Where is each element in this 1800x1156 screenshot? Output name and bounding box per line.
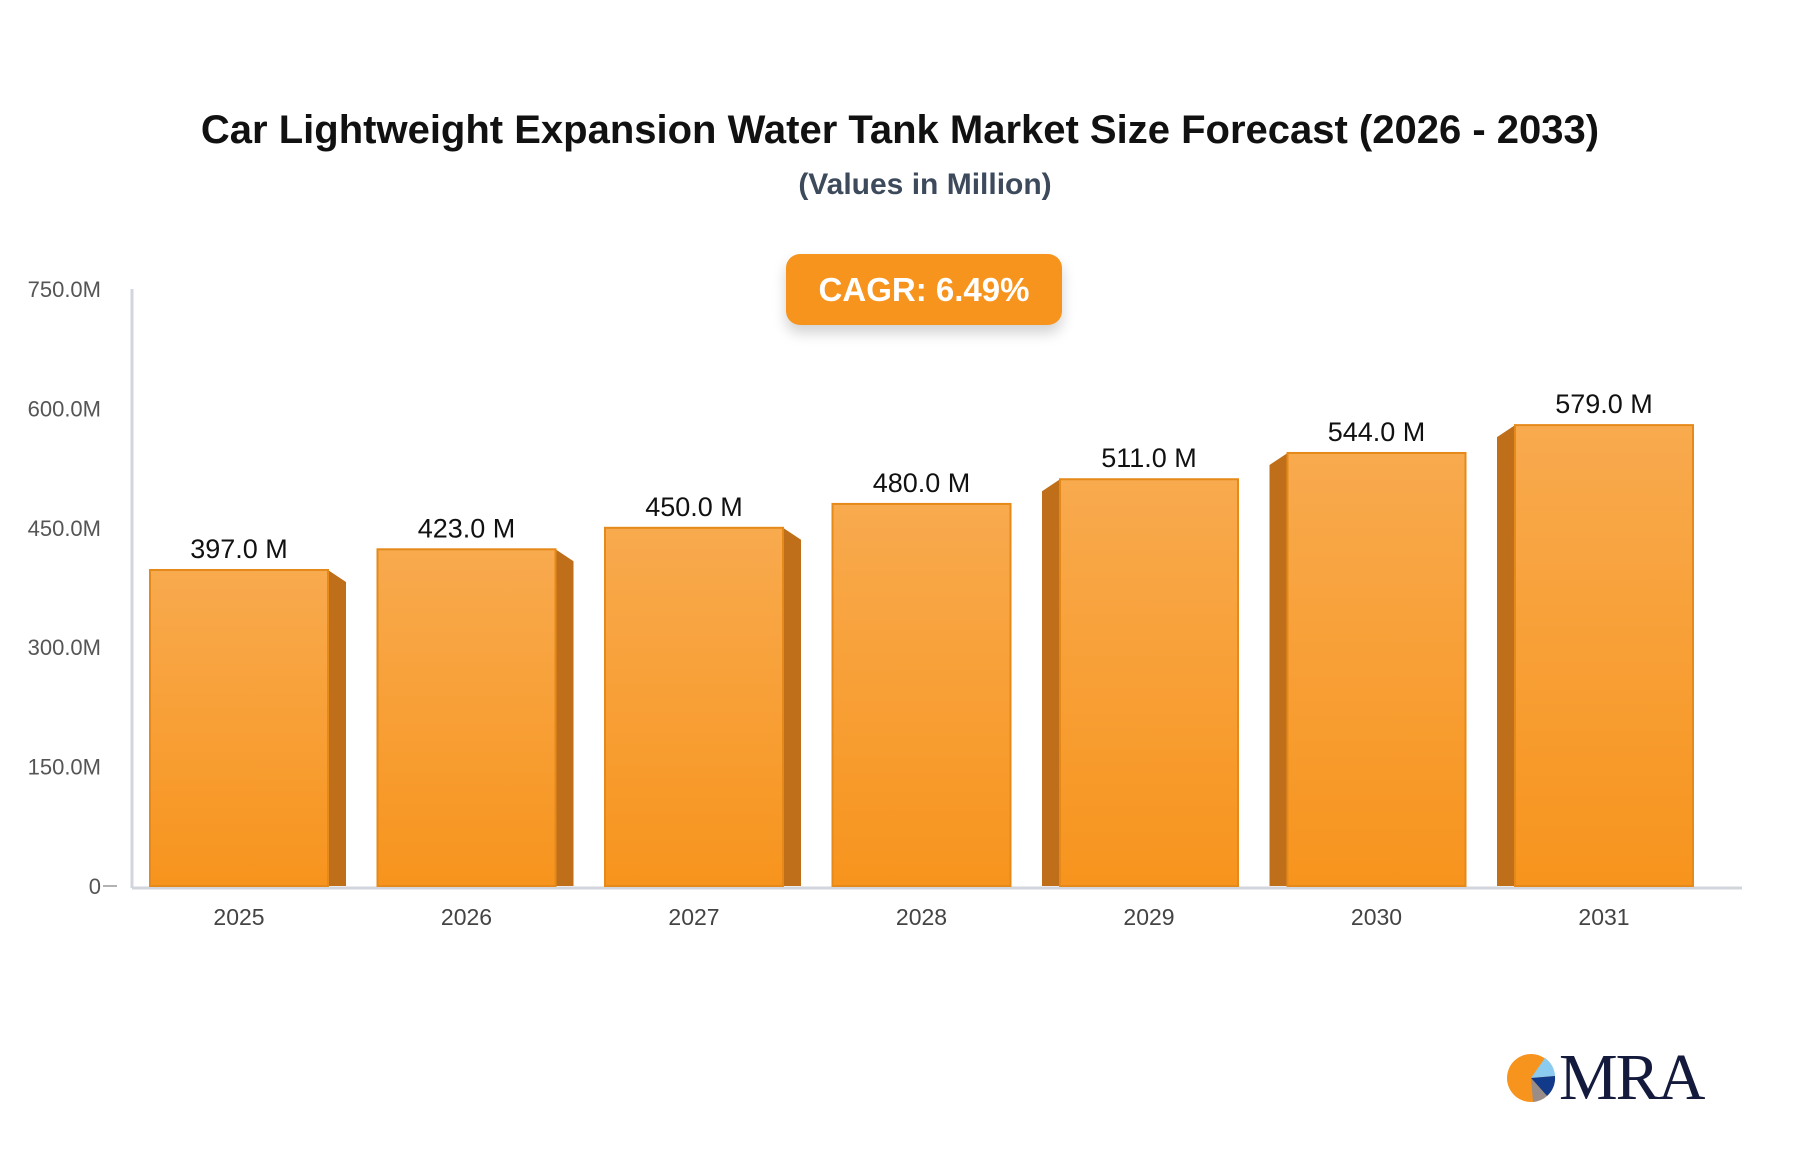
- bar: [604, 526, 784, 887]
- y-tick-label: 750.0M: [28, 277, 101, 302]
- bar: [1514, 424, 1694, 887]
- y-tick-label: 450.0M: [28, 516, 101, 541]
- bar: [1059, 478, 1239, 887]
- bar-side: [1497, 425, 1515, 886]
- y-tick-label: 0: [89, 874, 101, 899]
- bar: [831, 502, 1012, 887]
- bar-side: [555, 549, 574, 886]
- mra-logo: MRA: [1505, 1040, 1705, 1116]
- bar-side: [1269, 452, 1288, 886]
- bar-side: [328, 569, 346, 886]
- bar: [149, 568, 329, 887]
- bar-side: [1042, 479, 1060, 886]
- cagr-badge: CAGR: 6.49%: [786, 254, 1062, 325]
- chart-subtitle: (Values in Million): [798, 168, 1052, 201]
- x-tick-label: 2030: [1351, 904, 1402, 930]
- x-tick-label: 2025: [213, 904, 264, 930]
- data-label: 511.0 M: [1101, 443, 1197, 473]
- y-tick-label: 600.0M: [28, 396, 101, 421]
- y-tick-label: 300.0M: [28, 635, 101, 660]
- bar-side: [783, 527, 801, 886]
- x-tick-label: 2031: [1578, 904, 1629, 930]
- pie-logo-icon: [1507, 1054, 1556, 1102]
- data-label: 480.0 M: [873, 468, 971, 498]
- data-label: 450.0 M: [645, 492, 743, 522]
- bar: [376, 548, 557, 887]
- data-label: 544.0 M: [1328, 417, 1426, 447]
- logo-text: MRA: [1559, 1041, 1705, 1114]
- data-label: 397.0 M: [190, 534, 288, 564]
- bar: [1286, 451, 1467, 887]
- x-tick-label: 2028: [896, 904, 947, 930]
- data-label: 423.0 M: [418, 513, 516, 543]
- data-label: 579.0 M: [1555, 389, 1653, 419]
- chart-title: Car Lightweight Expansion Water Tank Mar…: [200, 108, 1600, 152]
- x-tick-label: 2027: [668, 904, 719, 930]
- y-tick-label: 150.0M: [28, 755, 101, 780]
- x-tick-label: 2026: [441, 904, 492, 930]
- x-tick-label: 2029: [1123, 904, 1174, 930]
